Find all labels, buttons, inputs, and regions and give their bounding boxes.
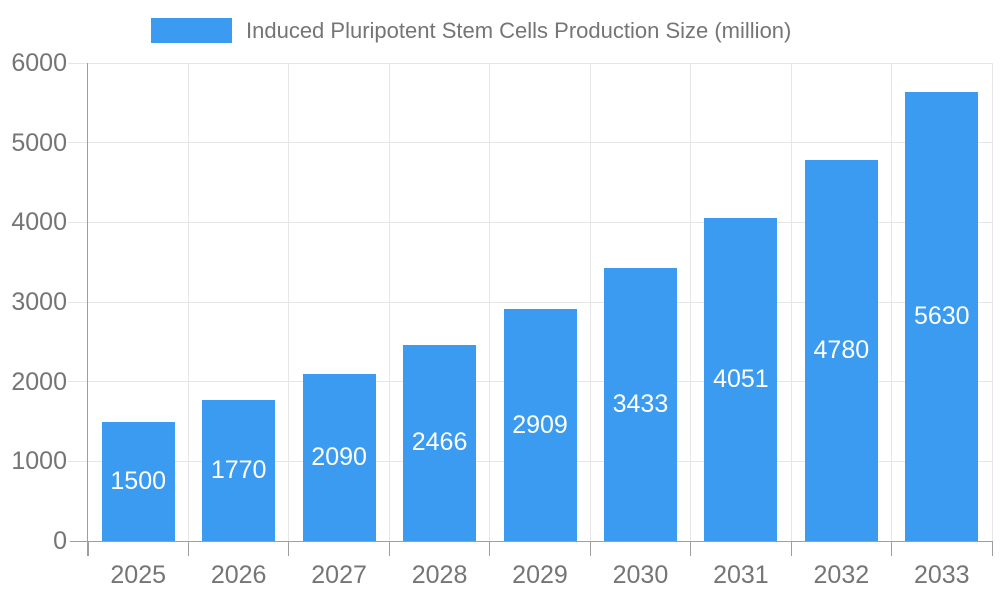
x-axis-tick-label: 2025	[110, 561, 167, 589]
h-gridline	[68, 301, 992, 303]
legend-label: Induced Pluripotent Stem Cells Productio…	[246, 18, 792, 43]
bar-value-label: 1500	[110, 466, 167, 495]
y-axis-tick-label: 2000	[11, 367, 67, 396]
bar-value-label: 2090	[311, 443, 367, 472]
x-axis-tick-mark	[187, 541, 189, 556]
bar-value-label: 4780	[813, 336, 870, 365]
bar-2029[interactable]	[503, 309, 577, 541]
y-axis-tick-label: 3000	[11, 288, 67, 316]
x-axis-tick-label: 2032	[813, 561, 870, 589]
legend-swatch-icon	[151, 18, 232, 43]
bar-value-label: 5630	[913, 302, 970, 331]
bar-2028[interactable]	[403, 344, 477, 541]
bar-value-label: 4051	[713, 365, 769, 394]
bar-value-label: 3433	[612, 389, 669, 418]
y-axis-tick-label: 4000	[11, 208, 67, 237]
bar-2026[interactable]	[202, 399, 276, 541]
bar-value-label: 1770	[210, 455, 267, 484]
x-axis-line	[70, 540, 992, 542]
h-gridline	[68, 62, 992, 64]
bar-2032[interactable]	[804, 160, 878, 541]
v-gridline	[991, 63, 993, 541]
y-axis-tick-label: 6000	[11, 49, 67, 77]
x-axis-tick-label: 2031	[713, 561, 769, 589]
y-axis-tick-label: 1000	[11, 447, 67, 476]
bar-2030[interactable]	[603, 267, 677, 541]
x-axis-tick-mark	[991, 541, 993, 556]
y-axis-tick-label: 0	[53, 527, 67, 555]
v-gridline	[187, 63, 189, 541]
x-axis-tick-label: 2033	[913, 561, 970, 589]
x-axis-tick-label: 2029	[512, 561, 568, 589]
x-axis-tick-mark	[489, 541, 491, 556]
x-axis-tick-mark	[589, 541, 591, 556]
v-gridline	[891, 63, 893, 541]
h-gridline	[68, 221, 992, 223]
bar-2033[interactable]	[905, 92, 979, 541]
v-gridline	[288, 63, 290, 541]
x-axis-tick-label: 2030	[612, 561, 669, 589]
y-axis-tick-label: 5000	[11, 128, 67, 157]
x-axis-tick-mark	[790, 541, 792, 556]
v-gridline	[690, 63, 692, 541]
x-axis-tick-mark	[388, 541, 390, 556]
v-gridline	[589, 63, 591, 541]
y-axis-line	[87, 63, 88, 556]
bar-2025[interactable]	[101, 421, 175, 541]
v-gridline	[388, 63, 390, 541]
x-axis-tick-mark	[891, 541, 893, 556]
chart-legend: Induced Pluripotent Stem Cells Productio…	[151, 18, 791, 43]
bar-2027[interactable]	[302, 374, 376, 541]
x-axis-tick-mark	[288, 541, 290, 556]
h-gridline	[68, 142, 992, 144]
bar-2031[interactable]	[704, 218, 778, 541]
x-axis-tick-label: 2026	[210, 561, 267, 589]
x-axis-tick-mark	[87, 541, 89, 556]
bar-value-label: 2466	[411, 428, 468, 457]
v-gridline	[489, 63, 491, 541]
v-gridline	[790, 63, 792, 541]
x-axis-tick-label: 2027	[311, 561, 367, 589]
x-axis-tick-label: 2028	[411, 561, 468, 589]
x-axis-tick-mark	[690, 541, 692, 556]
bar-value-label: 2909	[512, 410, 568, 439]
